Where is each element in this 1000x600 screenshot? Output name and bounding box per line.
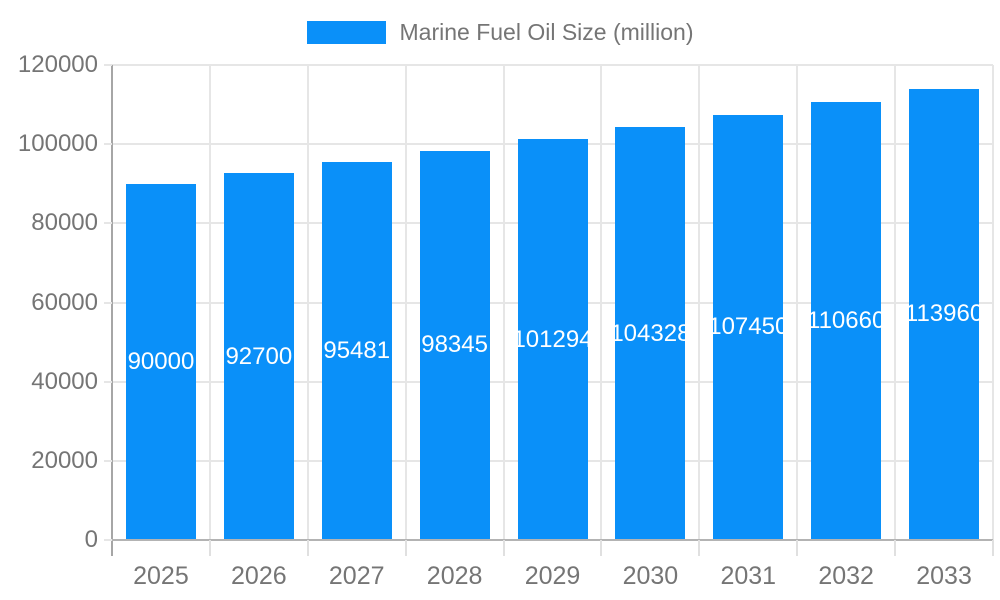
x-axis-tick (404, 540, 407, 556)
x-axis-tick (894, 540, 897, 556)
bar-value-label: 101294 (517, 325, 588, 353)
gridline-vertical (208, 65, 211, 540)
y-tick-label: 40000 (31, 367, 98, 395)
gridline-vertical (796, 65, 799, 540)
plot-area: 90000 92700 95481 98345 101294 104328 107450 11… (112, 64, 994, 540)
y-axis-tick (104, 64, 112, 66)
bar-value-label: 92700 (225, 342, 293, 370)
x-tick-label: 2029 (524, 562, 581, 590)
bar[interactable]: 98345 (419, 150, 490, 540)
x-axis-tick (796, 540, 799, 556)
y-tick-label: 60000 (31, 288, 98, 316)
gridline-vertical (306, 65, 309, 540)
gridline-horizontal (112, 64, 993, 66)
x-axis-tick (992, 540, 994, 556)
x-tick-label: 2030 (622, 562, 679, 590)
x-axis-baseline (112, 539, 993, 541)
gridline-vertical (894, 65, 897, 540)
y-axis-tick (104, 380, 112, 383)
x-tick-label: 2026 (231, 562, 287, 590)
x-axis-tick (208, 540, 211, 556)
gridline-vertical (992, 65, 994, 540)
y-tick-label: 80000 (31, 209, 98, 237)
bar[interactable]: 101294 (517, 139, 588, 540)
bar[interactable]: 113960 (909, 88, 980, 540)
y-axis-tick (104, 301, 112, 304)
x-axis-tick (306, 540, 309, 556)
y-axis-tick (104, 143, 112, 146)
legend-label: Marine Fuel Oil Size (million) (399, 18, 694, 45)
bar-value-label: 95481 (323, 337, 391, 365)
x-tick-label: 2028 (426, 562, 483, 590)
bar[interactable]: 90000 (125, 183, 196, 540)
x-tick-label: 2025 (133, 562, 189, 590)
bar[interactable]: 95481 (321, 162, 392, 540)
y-tick-label: 0 (84, 526, 98, 553)
bar-value-label: 113960 (909, 300, 980, 328)
y-tick-label: 120000 (17, 51, 98, 78)
y-tick-label: 20000 (31, 446, 98, 474)
x-tick-label: 2031 (720, 562, 777, 590)
bar-value-label: 107450 (713, 313, 784, 341)
bar-value-label: 110660 (811, 306, 882, 334)
y-tick-label: 100000 (17, 130, 98, 158)
x-axis-tick (600, 540, 603, 556)
y-axis-tick (104, 459, 112, 462)
bar-value-label: 90000 (127, 347, 195, 375)
bar[interactable]: 92700 (223, 173, 294, 540)
y-axis-tick (104, 222, 112, 225)
x-tick-label: 2032 (818, 562, 874, 590)
x-tick-label: 2027 (328, 562, 385, 590)
x-axis-tick (502, 540, 505, 556)
bar[interactable]: 110660 (811, 101, 882, 540)
x-tick-label: 2033 (916, 562, 972, 590)
bar-value-label: 98345 (421, 331, 488, 359)
bar-value-label: 104328 (615, 319, 686, 347)
gridline-vertical (600, 65, 603, 540)
bar[interactable]: 104328 (615, 127, 686, 540)
legend[interactable]: Marine Fuel Oil Size (million) (0, 18, 1000, 45)
gridline-vertical (502, 65, 505, 540)
bar[interactable]: 107450 (713, 114, 784, 540)
y-axis-line (111, 65, 113, 556)
x-axis-tick (698, 540, 701, 556)
gridline-vertical (698, 65, 701, 540)
gridline-vertical (404, 65, 407, 540)
legend-swatch (306, 20, 386, 44)
y-axis-tick (104, 539, 112, 541)
